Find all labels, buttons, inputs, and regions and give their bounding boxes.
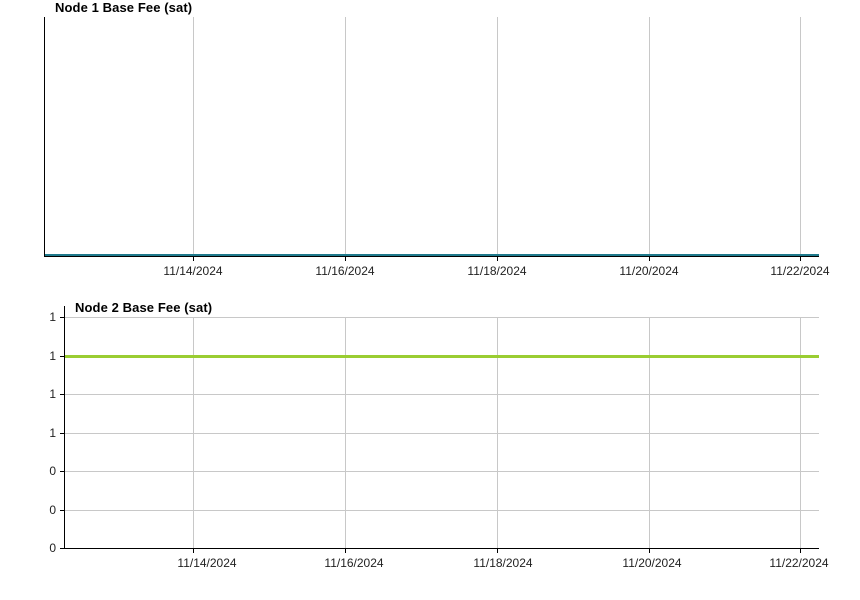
y-axis-tick-label: 1 xyxy=(49,387,56,401)
x-axis-tick-label: 11/16/2024 xyxy=(315,264,375,278)
y-axis-tick-label: 0 xyxy=(49,464,56,478)
gridline-horizontal xyxy=(64,471,819,472)
gridline-vertical xyxy=(800,317,801,548)
y-axis-tick-label: 1 xyxy=(49,349,56,363)
y-axis-tick-label: 0 xyxy=(49,541,56,555)
y-axis-tick-label: 1 xyxy=(49,426,56,440)
chart-panel-node-1: Node 1 Base Fee (sat) 11/14/2024 11/16/2… xyxy=(0,0,860,290)
y-axis-tick xyxy=(60,433,64,434)
x-axis-tick-label: 11/14/2024 xyxy=(163,264,223,278)
x-axis-tick-label: 11/22/2024 xyxy=(770,264,830,278)
chart-title-node-1: Node 1 Base Fee (sat) xyxy=(55,0,193,15)
x-axis-tick xyxy=(193,257,194,261)
y-axis-tick xyxy=(60,394,64,395)
y-axis-tick xyxy=(60,356,64,357)
gridline-vertical xyxy=(193,317,194,548)
gridline-vertical xyxy=(497,317,498,548)
gridline-horizontal xyxy=(64,510,819,511)
gridline-vertical xyxy=(800,17,801,256)
y-axis-line-node-2 xyxy=(64,306,65,549)
x-axis-tick xyxy=(649,549,650,553)
y-axis-tick-label: 1 xyxy=(49,310,56,324)
y-axis-tick-label: 0 xyxy=(49,503,56,517)
x-axis-tick xyxy=(800,549,801,553)
x-axis-tick xyxy=(497,257,498,261)
chart-title-node-2: Node 2 Base Fee (sat) xyxy=(75,300,213,315)
gridline-vertical xyxy=(649,317,650,548)
x-axis-tick-label: 11/18/2024 xyxy=(473,556,533,570)
x-axis-tick xyxy=(193,549,194,553)
x-axis-line-node-2 xyxy=(64,548,819,549)
gridline-vertical xyxy=(193,17,194,256)
x-axis-line-node-1 xyxy=(44,256,819,257)
gridline-horizontal xyxy=(64,394,819,395)
y-axis-line-node-1 xyxy=(44,17,45,257)
x-axis-tick-label: 11/18/2024 xyxy=(467,264,527,278)
x-axis-tick-label: 11/16/2024 xyxy=(324,556,384,570)
gridline-horizontal xyxy=(64,433,819,434)
gridline-horizontal xyxy=(64,317,819,318)
x-axis-tick xyxy=(345,257,346,261)
x-axis-tick xyxy=(649,257,650,261)
series-line-node-2-base-fee xyxy=(64,355,819,358)
x-axis-tick xyxy=(800,257,801,261)
y-axis-tick xyxy=(60,317,64,318)
x-axis-tick xyxy=(345,549,346,553)
gridline-vertical xyxy=(345,317,346,548)
y-axis-tick xyxy=(60,510,64,511)
gridline-vertical xyxy=(345,17,346,256)
x-axis-tick-label: 11/14/2024 xyxy=(177,556,237,570)
y-axis-tick xyxy=(60,548,64,549)
y-axis-tick xyxy=(60,471,64,472)
series-line-node-1-base-fee xyxy=(44,254,819,256)
x-axis-tick xyxy=(497,549,498,553)
chart-panel-node-2: Node 2 Base Fee (sat) 1 1 1 1 0 0 0 11/1… xyxy=(0,290,860,600)
x-axis-tick-label: 11/22/2024 xyxy=(769,556,829,570)
x-axis-tick-label: 11/20/2024 xyxy=(622,556,682,570)
gridline-vertical xyxy=(649,17,650,256)
gridline-vertical xyxy=(497,17,498,256)
x-axis-tick-label: 11/20/2024 xyxy=(619,264,679,278)
